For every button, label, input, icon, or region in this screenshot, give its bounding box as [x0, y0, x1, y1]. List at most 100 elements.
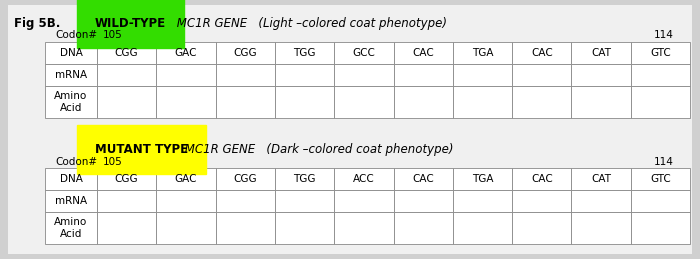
- Bar: [453, 64, 512, 86]
- Text: ACC: ACC: [353, 174, 375, 184]
- Text: CAC: CAC: [531, 174, 552, 184]
- Text: GAC: GAC: [175, 48, 197, 58]
- Bar: [571, 86, 631, 118]
- Bar: [97, 42, 156, 64]
- Bar: [156, 64, 216, 86]
- Bar: [156, 168, 216, 190]
- Bar: [45, 168, 97, 190]
- Bar: [97, 86, 156, 118]
- Text: Amino
Acid: Amino Acid: [55, 91, 88, 113]
- Text: Codon#: Codon#: [55, 30, 97, 40]
- Text: GTC: GTC: [650, 174, 671, 184]
- Text: MC1R GENE   (Light –colored coat phenotype): MC1R GENE (Light –colored coat phenotype…: [173, 17, 447, 30]
- Bar: [393, 42, 453, 64]
- Text: CGG: CGG: [115, 48, 139, 58]
- Bar: [156, 42, 216, 64]
- Bar: [393, 212, 453, 244]
- Bar: [631, 212, 690, 244]
- Bar: [631, 168, 690, 190]
- Bar: [45, 86, 97, 118]
- Bar: [631, 64, 690, 86]
- Bar: [334, 86, 393, 118]
- Text: CAC: CAC: [412, 174, 434, 184]
- Bar: [334, 64, 393, 86]
- Bar: [275, 86, 334, 118]
- Bar: [393, 168, 453, 190]
- Bar: [512, 42, 571, 64]
- Bar: [512, 168, 571, 190]
- Bar: [571, 64, 631, 86]
- Bar: [571, 212, 631, 244]
- Bar: [571, 168, 631, 190]
- Text: CAC: CAC: [531, 48, 552, 58]
- Bar: [45, 190, 97, 212]
- Bar: [275, 42, 334, 64]
- Bar: [156, 86, 216, 118]
- Bar: [512, 86, 571, 118]
- Bar: [334, 168, 393, 190]
- Text: CAT: CAT: [591, 174, 611, 184]
- Bar: [453, 168, 512, 190]
- Bar: [216, 212, 275, 244]
- Bar: [45, 212, 97, 244]
- Bar: [275, 168, 334, 190]
- Bar: [334, 42, 393, 64]
- Text: DNA: DNA: [60, 48, 83, 58]
- Bar: [97, 212, 156, 244]
- Bar: [216, 190, 275, 212]
- Bar: [216, 64, 275, 86]
- Text: TGG: TGG: [293, 174, 316, 184]
- Bar: [334, 212, 393, 244]
- Bar: [512, 190, 571, 212]
- Bar: [393, 64, 453, 86]
- Text: WILD-TYPE: WILD-TYPE: [95, 17, 166, 30]
- Text: 105: 105: [103, 30, 122, 40]
- Bar: [45, 42, 97, 64]
- Bar: [453, 190, 512, 212]
- Bar: [216, 86, 275, 118]
- Text: DNA: DNA: [60, 174, 83, 184]
- Text: Codon#: Codon#: [55, 157, 97, 167]
- Text: MC1R GENE   (Dark –colored coat phenotype): MC1R GENE (Dark –colored coat phenotype): [181, 143, 454, 156]
- Bar: [393, 86, 453, 118]
- Text: CGG: CGG: [115, 174, 139, 184]
- Bar: [275, 212, 334, 244]
- Text: GCC: GCC: [352, 48, 375, 58]
- Text: 105: 105: [103, 157, 122, 167]
- Text: TGG: TGG: [293, 48, 316, 58]
- Text: Fig 5B.: Fig 5B.: [14, 17, 60, 30]
- Bar: [453, 86, 512, 118]
- Bar: [393, 190, 453, 212]
- Bar: [334, 190, 393, 212]
- Text: TGA: TGA: [472, 48, 493, 58]
- Bar: [453, 42, 512, 64]
- Text: TGA: TGA: [472, 174, 493, 184]
- Bar: [275, 190, 334, 212]
- Text: CAC: CAC: [412, 48, 434, 58]
- Bar: [453, 212, 512, 244]
- Text: mRNA: mRNA: [55, 70, 87, 80]
- Bar: [631, 190, 690, 212]
- Text: CAT: CAT: [591, 48, 611, 58]
- Text: mRNA: mRNA: [55, 196, 87, 206]
- Bar: [216, 42, 275, 64]
- Bar: [97, 168, 156, 190]
- Bar: [571, 42, 631, 64]
- Text: CGG: CGG: [233, 174, 257, 184]
- Bar: [512, 64, 571, 86]
- Text: Amino
Acid: Amino Acid: [55, 217, 88, 239]
- Text: GTC: GTC: [650, 48, 671, 58]
- Bar: [156, 190, 216, 212]
- Bar: [156, 212, 216, 244]
- Text: MUTANT TYPE: MUTANT TYPE: [95, 143, 188, 156]
- Text: 114: 114: [654, 157, 674, 167]
- Bar: [97, 64, 156, 86]
- Text: CGG: CGG: [233, 48, 257, 58]
- Bar: [45, 64, 97, 86]
- Bar: [631, 86, 690, 118]
- Bar: [512, 212, 571, 244]
- Bar: [97, 190, 156, 212]
- Bar: [631, 42, 690, 64]
- Bar: [571, 190, 631, 212]
- Bar: [216, 168, 275, 190]
